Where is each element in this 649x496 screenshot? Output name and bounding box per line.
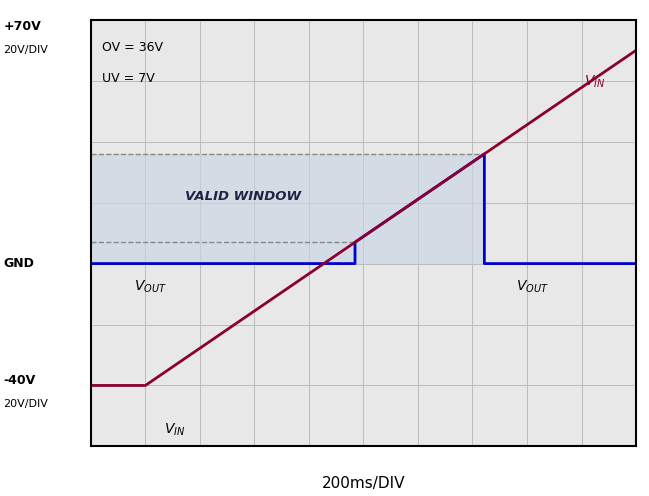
Text: $V_{IN}$: $V_{IN}$ (584, 73, 606, 90)
Polygon shape (91, 154, 484, 263)
Text: 200ms/DIV: 200ms/DIV (322, 476, 405, 491)
Text: 20V/DIV: 20V/DIV (3, 45, 48, 55)
Text: -40V: -40V (3, 374, 36, 387)
Text: $V_{IN}$: $V_{IN}$ (164, 422, 186, 438)
Text: $V_{OUT}$: $V_{OUT}$ (134, 279, 167, 295)
Text: UV = 7V: UV = 7V (102, 71, 154, 85)
Text: VALID WINDOW: VALID WINDOW (186, 190, 302, 203)
Text: GND: GND (3, 257, 34, 270)
Text: 20V/DIV: 20V/DIV (3, 399, 48, 409)
Text: OV = 36V: OV = 36V (102, 41, 163, 54)
Text: +70V: +70V (3, 20, 41, 33)
Text: $V_{OUT}$: $V_{OUT}$ (516, 279, 549, 295)
